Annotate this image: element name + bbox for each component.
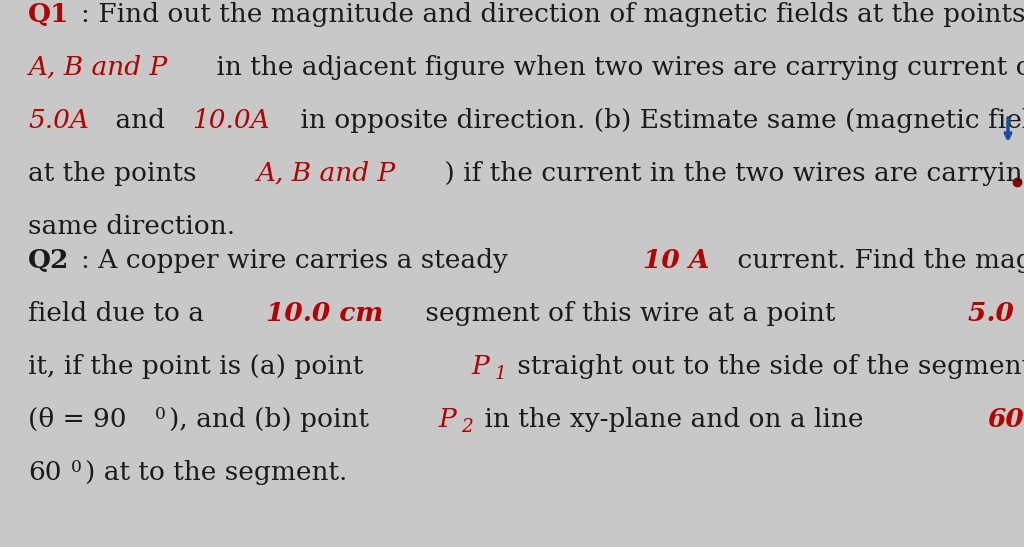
- Text: at the points: at the points: [28, 161, 205, 186]
- Text: 5.0A: 5.0A: [28, 108, 89, 133]
- Text: ), and (b) point: ), and (b) point: [169, 407, 378, 432]
- Text: 10.0 cm: 10.0 cm: [266, 301, 383, 326]
- Text: P: P: [438, 407, 456, 432]
- Text: (θ = 90: (θ = 90: [28, 407, 127, 432]
- Text: A, B and P: A, B and P: [256, 161, 395, 186]
- Text: segment of this wire at a point: segment of this wire at a point: [417, 301, 844, 326]
- Text: 1: 1: [495, 365, 506, 383]
- Text: field due to a: field due to a: [28, 301, 212, 326]
- Text: 60: 60: [28, 460, 61, 485]
- Text: 10.0A: 10.0A: [193, 108, 269, 133]
- Text: 2: 2: [461, 418, 473, 436]
- Text: it, if the point is (a) point: it, if the point is (a) point: [28, 354, 372, 379]
- Text: Q1: Q1: [28, 2, 70, 27]
- Text: straight out to the side of the segment: straight out to the side of the segment: [510, 354, 1024, 379]
- Text: : Find out the magnitude and direction of magnetic fields at the points: : Find out the magnitude and direction o…: [81, 2, 1024, 27]
- Text: in the xy-plane and on a line: in the xy-plane and on a line: [476, 407, 872, 432]
- Text: same direction.: same direction.: [28, 214, 236, 239]
- Text: ) if the current in the two wires are carrying in: ) if the current in the two wires are ca…: [436, 161, 1024, 186]
- Text: in the adjacent figure when two wires are carrying current of: in the adjacent figure when two wires ar…: [208, 55, 1024, 80]
- Text: 5.0 m: 5.0 m: [968, 301, 1024, 326]
- Text: 60°: 60°: [987, 407, 1024, 432]
- Text: 10 A: 10 A: [643, 248, 710, 273]
- Text: 0: 0: [155, 406, 166, 423]
- Text: 0: 0: [72, 459, 82, 476]
- Text: P: P: [471, 354, 489, 379]
- Text: ) at to the segment.: ) at to the segment.: [85, 460, 347, 485]
- Text: in opposite direction. (b) Estimate same (magnetic fields: in opposite direction. (b) Estimate same…: [293, 108, 1024, 133]
- Text: and: and: [106, 108, 173, 133]
- Text: current. Find the magnetic: current. Find the magnetic: [729, 248, 1024, 273]
- Text: : A copper wire carries a steady: : A copper wire carries a steady: [81, 248, 517, 273]
- Text: A, B and P: A, B and P: [28, 55, 167, 80]
- Text: Q2: Q2: [28, 248, 70, 273]
